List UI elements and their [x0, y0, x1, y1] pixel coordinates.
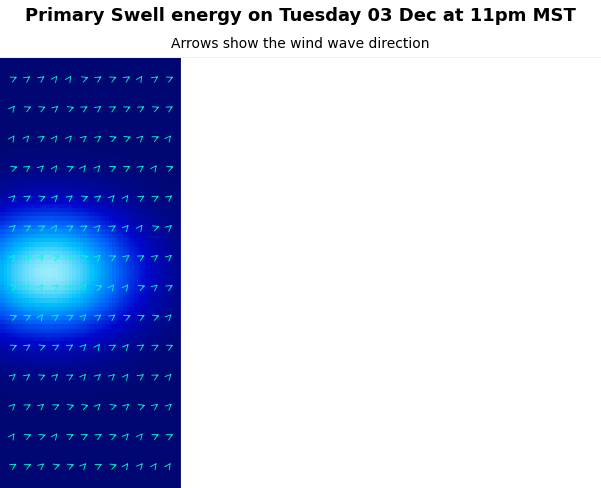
Text: Arrows show the wind wave direction: Arrows show the wind wave direction — [171, 37, 430, 51]
Text: Primary Swell energy on Tuesday 03 Dec at 11pm MST: Primary Swell energy on Tuesday 03 Dec a… — [25, 7, 576, 25]
Bar — [0, 59, 180, 488]
